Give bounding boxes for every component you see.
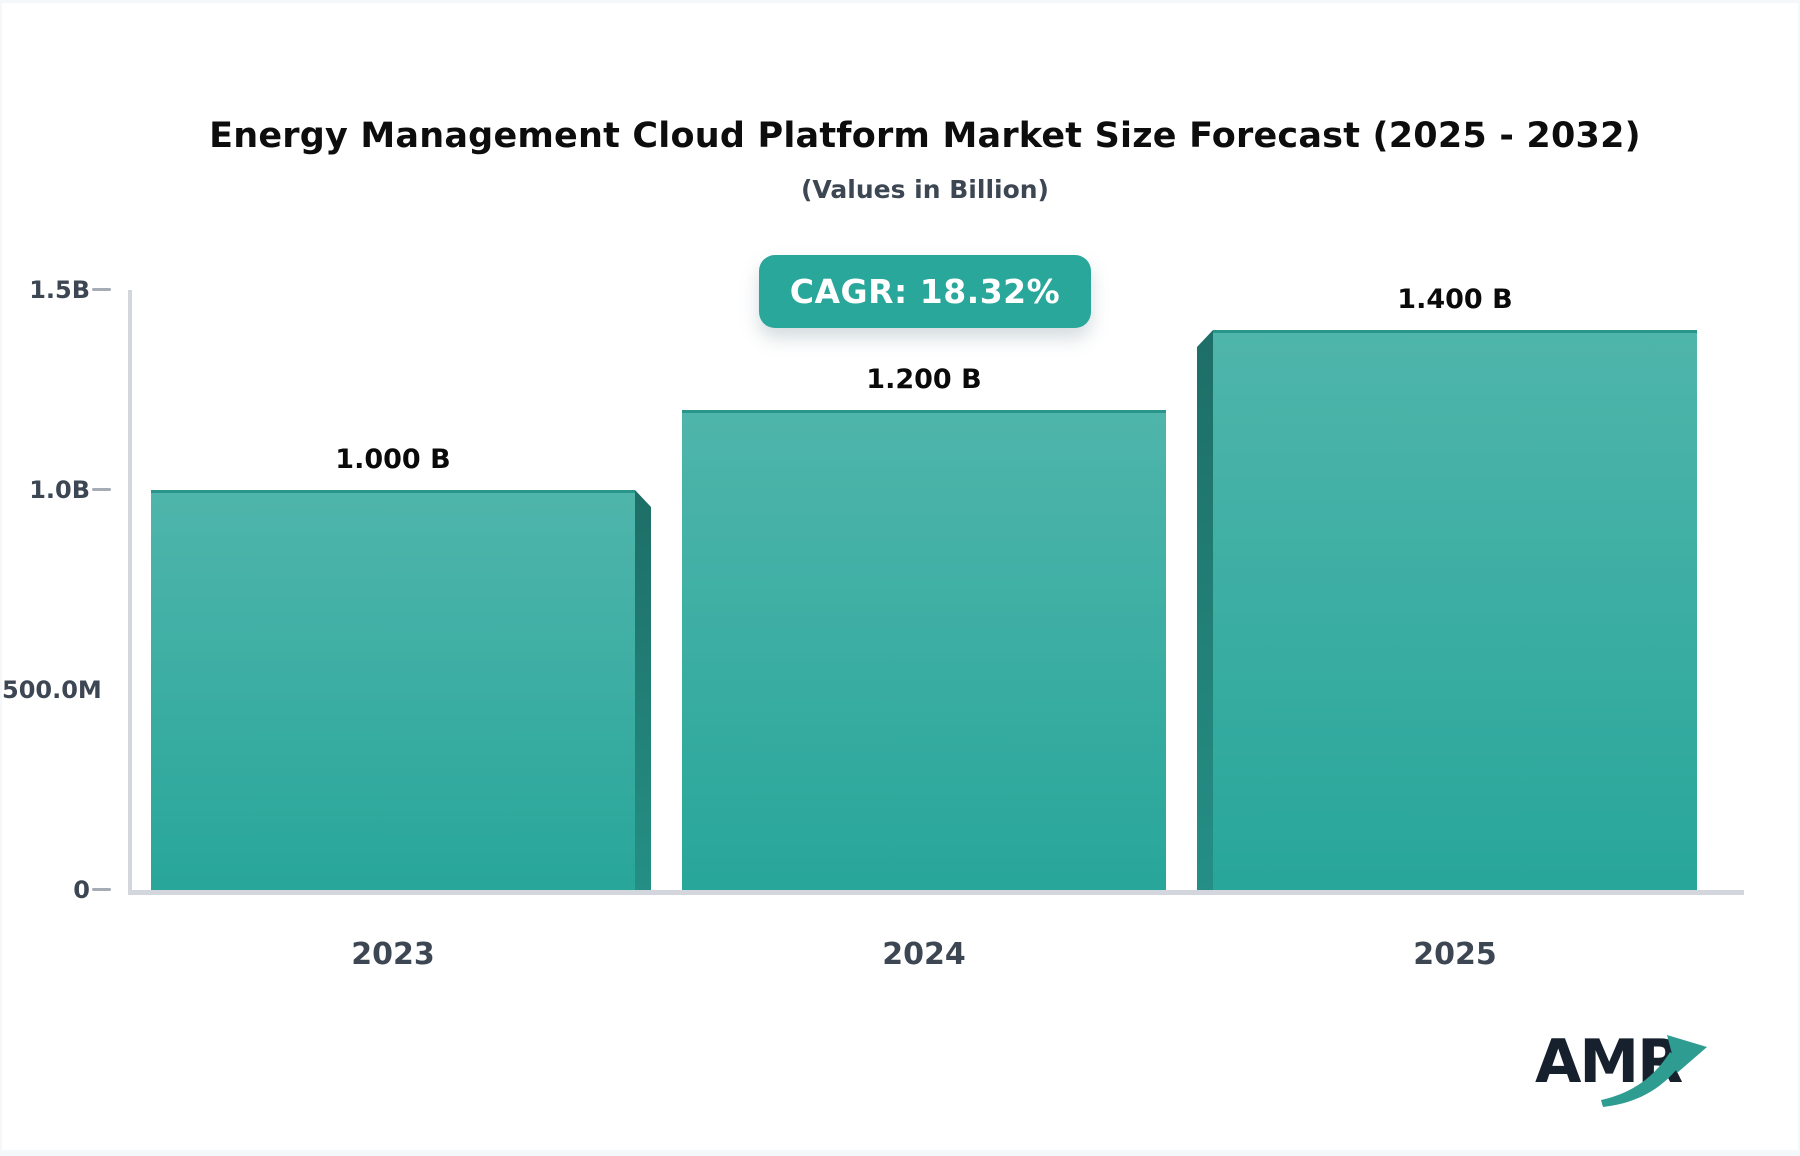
y-axis-line — [128, 290, 132, 894]
cagr-badge: CAGR: 18.32% — [758, 255, 1092, 328]
y-tick-label: 1.0B — [29, 476, 90, 504]
bar-3d-side-2023 — [635, 490, 651, 890]
bar-chart-plot: 1.5B 1.0B 500.0M 0 1.000 B 2023 1.200 B 2024 1.4… — [2, 3, 1798, 1150]
amr-logo: AMR — [1535, 1031, 1715, 1121]
y-tick-mark — [92, 288, 111, 291]
x-axis-label: 2023 — [351, 937, 435, 972]
bar-3d-side-2025 — [1197, 330, 1213, 890]
x-axis-line — [128, 890, 1744, 895]
bar-value-label: 1.400 B — [1397, 284, 1513, 315]
y-tick-label: 0 — [73, 876, 90, 904]
bar-2023 — [151, 490, 635, 890]
chart-subtitle: (Values in Billion) — [801, 175, 1049, 204]
bar-2025 — [1213, 330, 1697, 890]
y-tick-label: 1.5B — [29, 276, 90, 304]
chart-card: Energy Management Cloud Platform Market … — [2, 3, 1798, 1150]
y-tick-label: 500.0M — [2, 676, 102, 704]
y-tick-mark — [92, 888, 111, 891]
bar-2024 — [682, 410, 1166, 890]
y-tick-mark — [92, 488, 111, 491]
trend-up-arrow-icon — [1601, 1035, 1707, 1107]
bar-value-label: 1.000 B — [335, 444, 451, 475]
chart-title: Energy Management Cloud Platform Market … — [209, 116, 1641, 156]
cagr-badge-row: CAGR: 18.32% — [52, 255, 1798, 328]
x-axis-label: 2024 — [882, 937, 966, 972]
bar-value-label: 1.200 B — [866, 364, 982, 395]
x-axis-label: 2025 — [1413, 937, 1497, 972]
